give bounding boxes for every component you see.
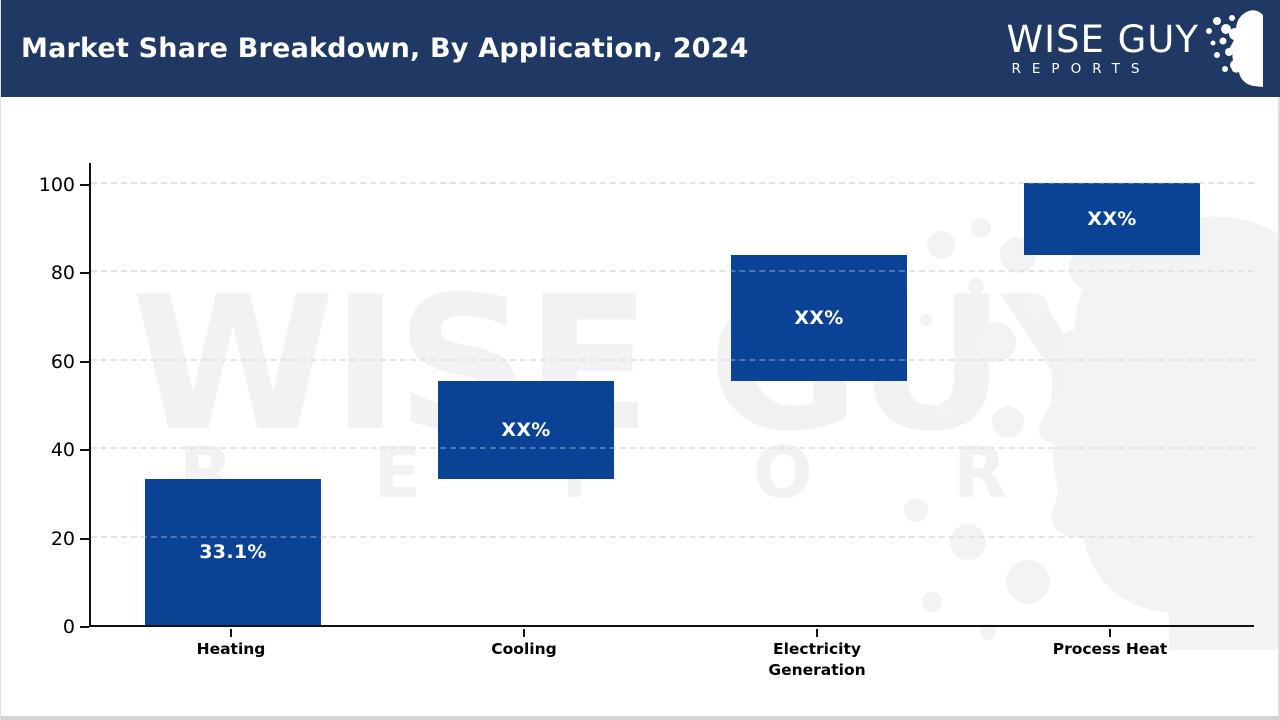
gridline-y60: [91, 358, 1254, 361]
y-axis-tick-label-60: 60: [50, 350, 75, 373]
gridline-overlay-y60: [91, 358, 1254, 361]
bar-value-label: XX%: [1087, 208, 1137, 231]
y-axis-tick-mark-40: [80, 449, 89, 452]
logo-name-text: WISE GUY: [1006, 17, 1199, 61]
x-axis-category-label-electricity-generation: Electricity Generation: [768, 640, 866, 679]
y-axis-tick-mark-60: [80, 360, 89, 363]
y-axis-tick-mark-0: [80, 626, 89, 628]
plot-area: 33.1% XX% XX% XX%: [89, 163, 1254, 627]
waterfall-bar-electricity-generation: XX%: [731, 255, 907, 382]
x-axis-category-label-cooling: Cooling: [491, 640, 557, 658]
y-axis-tick-label-0: 0: [62, 616, 75, 638]
page-right-border: [1278, 97, 1280, 716]
y-axis-tick-mark-80: [80, 272, 89, 275]
y-axis-tick-label-100: 100: [38, 174, 75, 197]
y-axis-tick-label-40: 40: [50, 439, 75, 462]
bar-value-label: XX%: [501, 418, 551, 441]
wiseguy-logo-text: WISE GUY REPORTS: [1007, 21, 1199, 77]
wiseguy-face-icon: [1206, 9, 1263, 87]
waterfall-bar-process-heat: XX%: [1024, 183, 1200, 256]
page-bottom-border: [1, 716, 1280, 720]
gridline-overlay-y20: [91, 535, 1254, 538]
y-axis-tick-mark-20: [80, 537, 89, 540]
y-axis-tick-label-20: 20: [50, 527, 75, 550]
x-axis-category-label-heating: Heating: [196, 640, 266, 658]
watermark-wiseguy-text: WISE GUY: [131, 256, 1136, 472]
bar-value-label: 33.1%: [199, 540, 267, 563]
gridline-y80: [91, 270, 1254, 273]
y-axis-tick-label-80: 80: [50, 262, 75, 285]
gridline-overlay-y100: [91, 182, 1254, 185]
gridline-y20: [91, 535, 1254, 538]
gridline-overlay-y40: [91, 447, 1254, 450]
bar-value-label: XX%: [794, 307, 844, 330]
gridline-y40: [91, 447, 1254, 450]
gridline-overlay-y80: [91, 270, 1254, 273]
waterfall-bar-heating: 33.1%: [145, 478, 321, 625]
header-bar: Market Share Breakdown, By Application, …: [1, 0, 1280, 97]
x-axis-tick-mark-0: [230, 629, 232, 637]
x-axis-tick-mark-3: [1109, 629, 1111, 637]
wiseguy-logo: WISE GUY REPORTS: [1007, 9, 1263, 89]
x-axis-tick-mark-2: [816, 629, 818, 637]
x-axis-tick-mark-1: [523, 629, 525, 637]
gridline-y100: [91, 182, 1254, 185]
y-axis-tick-mark-100: [80, 184, 89, 187]
waterfall-bar-cooling: XX%: [438, 381, 614, 479]
x-axis-category-label-process-heat: Process Heat: [1052, 640, 1168, 658]
logo-subtitle-text: REPORTS: [1011, 60, 1151, 77]
page-title: Market Share Breakdown, By Application, …: [21, 33, 749, 64]
